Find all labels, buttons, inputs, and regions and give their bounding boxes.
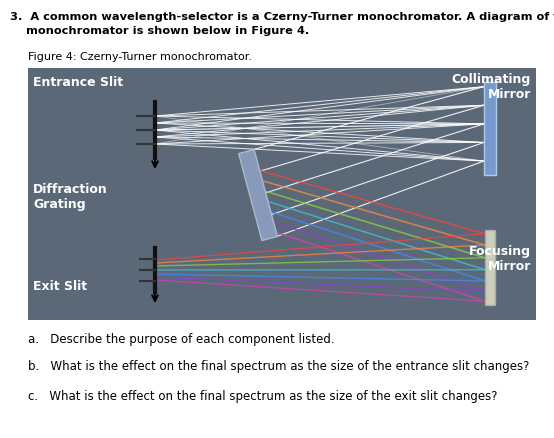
Text: Exit Slit: Exit Slit — [33, 280, 87, 293]
Text: Collimating
Mirror: Collimating Mirror — [452, 73, 531, 101]
Bar — [28, 68, 536, 320]
Text: Figure 4: Czerny-Turner monochromator.: Figure 4: Czerny-Turner monochromator. — [28, 52, 252, 62]
Text: Focusing
Mirror: Focusing Mirror — [469, 245, 531, 273]
Text: Diffraction
Grating: Diffraction Grating — [33, 183, 107, 211]
Text: 3.  A common wavelength-selector is a Czerny-Turner monochromator. A diagram of : 3. A common wavelength-selector is a Cze… — [10, 12, 554, 22]
Text: a.   Describe the purpose of each component listed.: a. Describe the purpose of each componen… — [28, 333, 335, 346]
Text: c.   What is the effect on the final spectrum as the size of the exit slit chang: c. What is the effect on the final spect… — [28, 390, 497, 403]
Text: b.   What is the effect on the final spectrum as the size of the entrance slit c: b. What is the effect on the final spect… — [28, 360, 530, 373]
Text: monochromator is shown below in Figure 4.: monochromator is shown below in Figure 4… — [10, 26, 309, 36]
Bar — [484, 82, 496, 175]
Bar — [485, 230, 495, 305]
Text: Entrance Slit: Entrance Slit — [33, 76, 123, 89]
Polygon shape — [239, 149, 278, 240]
